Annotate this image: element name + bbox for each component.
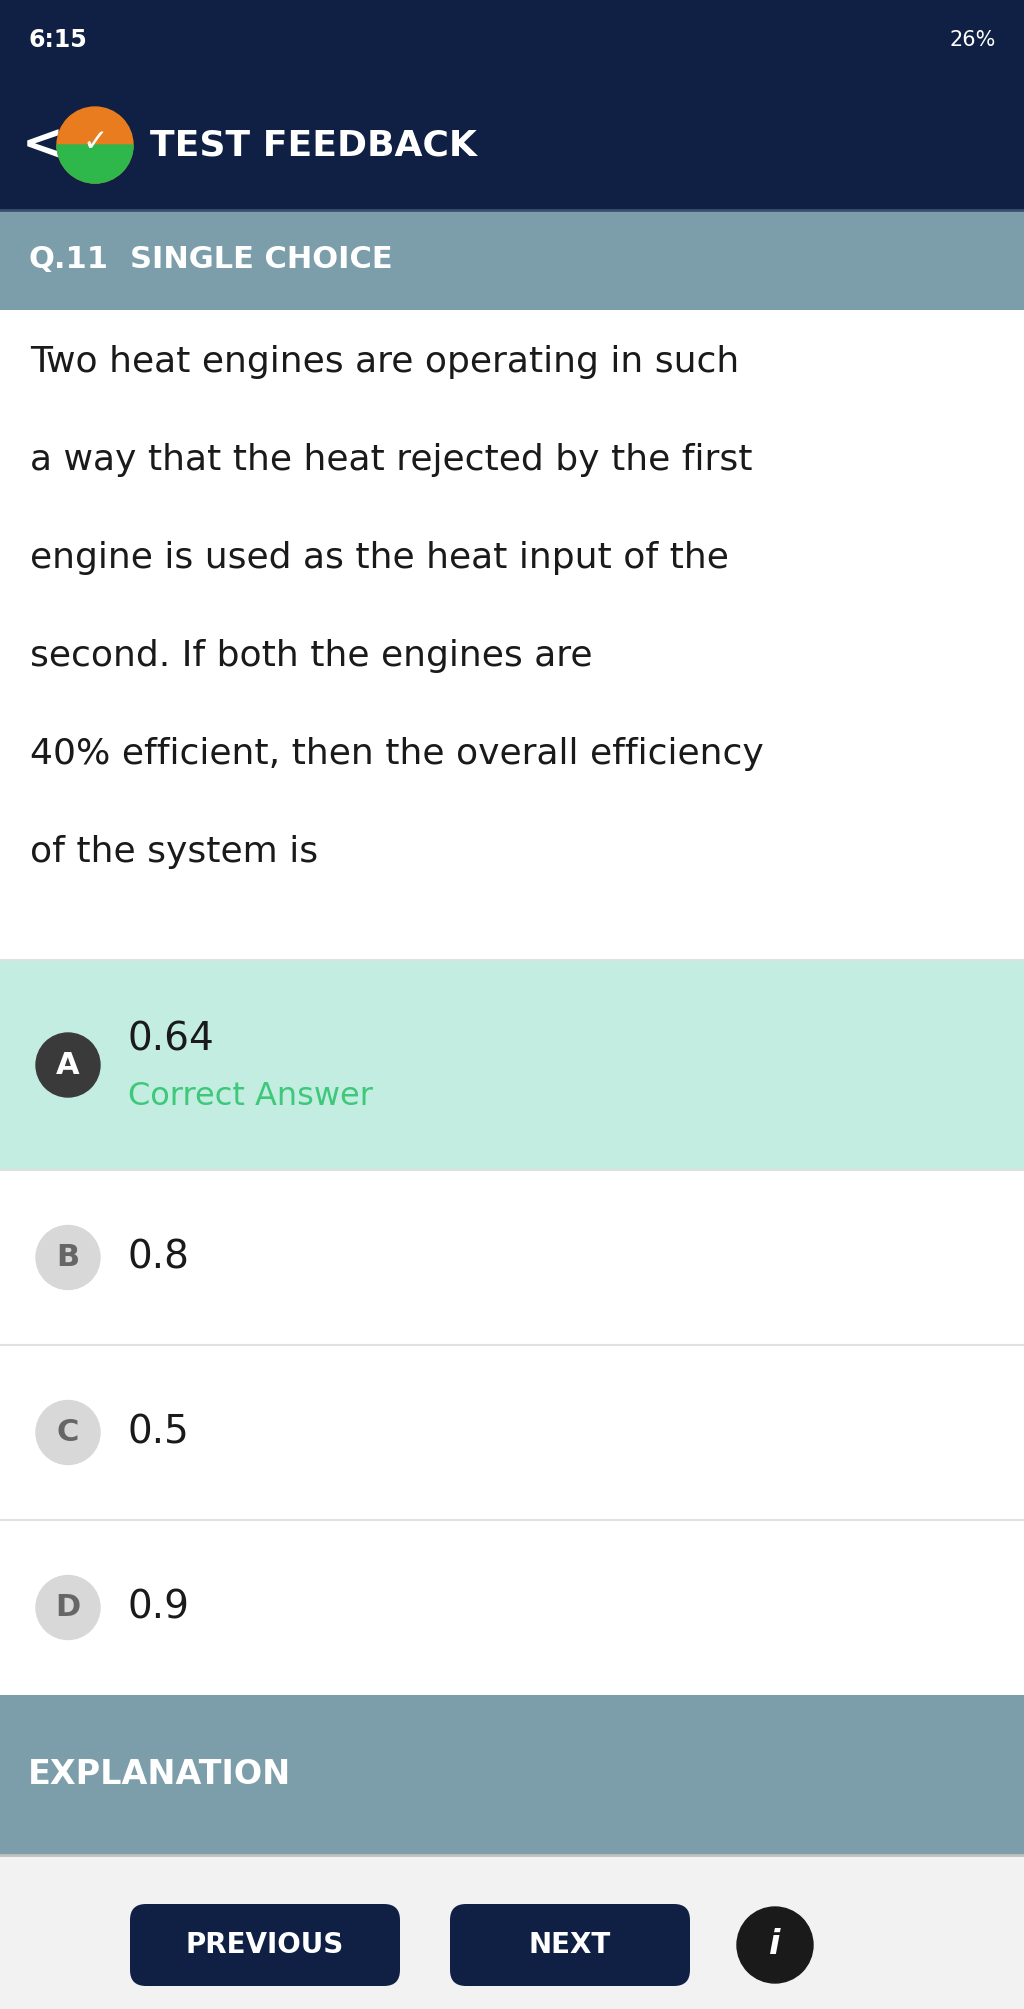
Text: D: D: [55, 1593, 81, 1621]
Text: engine is used as the heat input of the: engine is used as the heat input of the: [30, 540, 729, 575]
Text: 0.64: 0.64: [128, 1021, 215, 1059]
Circle shape: [737, 1907, 813, 1983]
Text: SINGLE CHOICE: SINGLE CHOICE: [130, 245, 392, 275]
Bar: [0, 0, 1024, 80]
Text: NEXT: NEXT: [528, 1931, 611, 1959]
Text: Two heat engines are operating in such: Two heat engines are operating in such: [30, 346, 739, 380]
Text: ✓: ✓: [82, 129, 108, 157]
Circle shape: [36, 1575, 100, 1639]
Text: 6:15: 6:15: [28, 28, 87, 52]
Bar: [0, 309, 1024, 960]
Bar: [0, 1169, 1024, 1344]
Text: i: i: [769, 1929, 780, 1961]
Text: of the system is: of the system is: [30, 836, 318, 870]
Text: 40% efficient, then the overall efficiency: 40% efficient, then the overall efficien…: [30, 737, 764, 771]
Text: a way that the heat rejected by the first: a way that the heat rejected by the firs…: [30, 444, 753, 476]
Text: 26%: 26%: [949, 30, 996, 50]
Text: 0.5: 0.5: [128, 1414, 189, 1450]
Text: Q.11: Q.11: [28, 245, 108, 275]
Text: TEST FEEDBACK: TEST FEEDBACK: [150, 129, 477, 163]
Text: PREVIOUS: PREVIOUS: [186, 1931, 344, 1959]
Circle shape: [36, 1225, 100, 1290]
Text: <: <: [22, 121, 63, 169]
Text: 0.9: 0.9: [128, 1589, 190, 1627]
Text: A: A: [56, 1051, 80, 1079]
Text: C: C: [56, 1418, 79, 1446]
Bar: [0, 80, 1024, 211]
Circle shape: [36, 1400, 100, 1465]
FancyBboxPatch shape: [130, 1905, 400, 1987]
Circle shape: [36, 1033, 100, 1097]
Text: Correct Answer: Correct Answer: [128, 1081, 373, 1113]
Bar: [0, 1854, 1024, 2009]
Text: B: B: [56, 1244, 80, 1272]
Wedge shape: [57, 145, 133, 183]
Text: 0.8: 0.8: [128, 1238, 189, 1276]
Circle shape: [57, 106, 133, 183]
Bar: [0, 1344, 1024, 1521]
Bar: [0, 1521, 1024, 1696]
Bar: [0, 211, 1024, 309]
Text: EXPLANATION: EXPLANATION: [28, 1758, 291, 1792]
Text: second. If both the engines are: second. If both the engines are: [30, 639, 593, 673]
Bar: [0, 960, 1024, 1169]
Bar: [0, 1696, 1024, 1854]
FancyBboxPatch shape: [450, 1905, 690, 1987]
